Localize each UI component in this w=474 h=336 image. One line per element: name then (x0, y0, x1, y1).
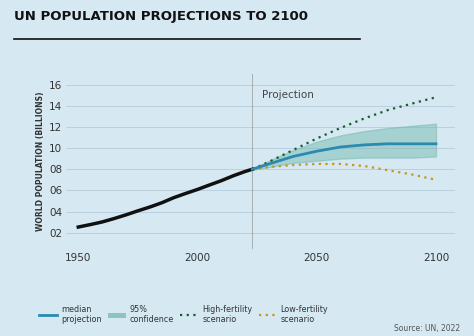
Text: Source: UN, 2022: Source: UN, 2022 (393, 324, 460, 333)
Text: UN POPULATION PROJECTIONS TO 2100: UN POPULATION PROJECTIONS TO 2100 (14, 10, 308, 23)
Legend: median
projection, 95%
confidence, High-fertility
scenario, Low-fertility
scenar: median projection, 95% confidence, High-… (39, 305, 328, 325)
Text: Projection: Projection (262, 90, 314, 100)
Y-axis label: WORLD POPULATION (BILLIONS): WORLD POPULATION (BILLIONS) (36, 91, 45, 231)
